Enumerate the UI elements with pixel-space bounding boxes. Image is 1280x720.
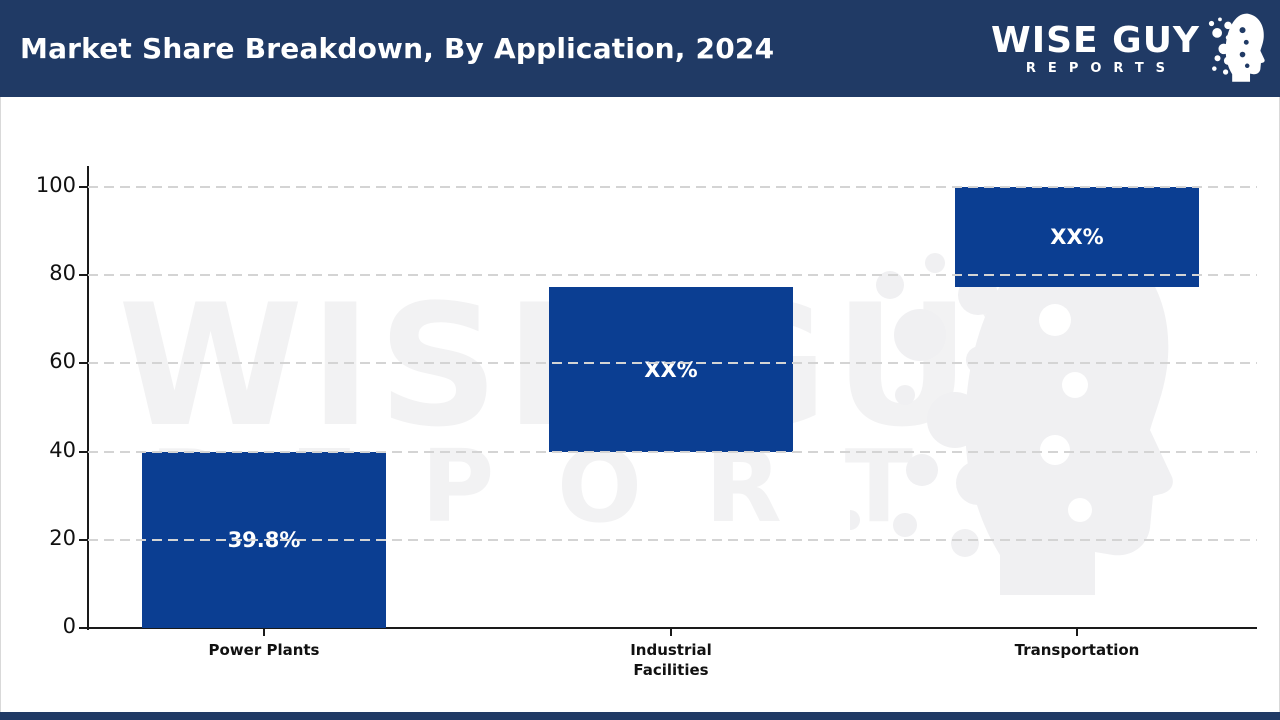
y-tick-mark [79,627,87,629]
brand-name: WISE GUY [990,19,1200,61]
head-profile-watermark-icon [850,232,1173,595]
y-tick-mark [79,186,87,188]
gridline [88,538,1257,541]
y-tick-label: 20 [49,525,76,550]
gridline [88,186,1257,188]
x-axis-line [86,627,1257,629]
gridline [88,362,1257,365]
y-tick-mark [79,274,87,277]
y-tick-mark [79,362,87,365]
x-tick-label-line: Power Plants [208,641,320,659]
y-tick-label: 60 [49,349,76,374]
page-title: Market Share Breakdown, By Application, … [20,32,775,65]
x-tick-label-line: Facilities [633,661,709,680]
y-tick-label: 0 [62,614,76,638]
header-bar: Market Share Breakdown, By Application, … [0,0,1280,97]
x-tick-label-line: Transportation [1014,641,1140,659]
x-tick-label: Transportation [957,640,1197,660]
bar: XX% [549,286,793,453]
brand-logo: WISE GUY REPORTS [991,6,1266,92]
bar-value-label: XX% [644,357,698,382]
x-tick-mark [670,629,672,636]
y-tick-label: 100 [35,173,76,197]
y-axis-line [87,166,89,630]
gridline [88,274,1257,277]
brand-logo-text: WISE GUY REPORTS [990,19,1200,77]
x-tick-mark [1076,629,1078,636]
y-tick-mark [79,538,87,541]
x-tick-label: Power Plants [144,640,384,660]
brand-subtitle: REPORTS [1025,61,1178,77]
x-tick-label: Industrial Facilities [551,640,791,681]
y-tick-label: 80 [49,261,76,286]
wiseguy-head-profile-icon [1208,13,1265,82]
bar-value-label: XX% [1050,224,1104,249]
footer-bar [0,712,1280,720]
gridline [88,450,1257,453]
x-tick-label-line: Industrial [630,641,712,659]
x-tick-mark [263,629,265,636]
bar: XX% [955,187,1199,287]
y-tick-label: 40 [49,437,76,462]
y-tick-mark [79,450,87,453]
waterfall-chart: 0 20 40 60 80 100 39.8% Power Plants XX% Industri… [0,97,1280,712]
